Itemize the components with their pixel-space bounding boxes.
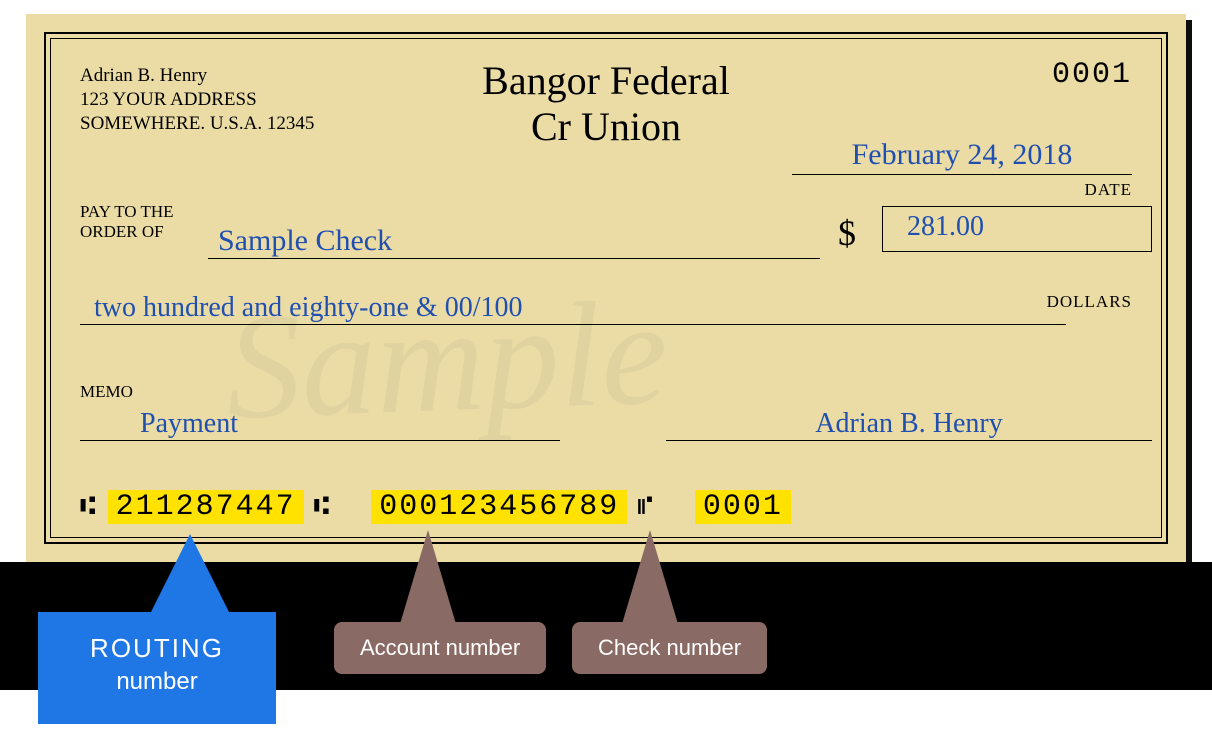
date-label: DATE <box>1085 180 1132 200</box>
micr-onus-icon: ⑈ <box>637 492 655 522</box>
micr-transit-icon: ⑆ <box>314 492 332 522</box>
account-callout: Account number <box>334 622 546 674</box>
check: Sample Adrian B. Henry 123 YOUR ADDRESS … <box>26 14 1186 562</box>
dollar-sign: $ <box>838 212 856 254</box>
pay-to-label-2: ORDER OF <box>80 222 174 242</box>
signature: Adrian B. Henry <box>666 408 1152 441</box>
micr-routing: 211287447 <box>108 490 304 524</box>
payee: Sample Check <box>208 224 820 259</box>
check-pointer-icon <box>622 530 678 624</box>
routing-callout-l1: ROUTING <box>38 632 276 666</box>
memo-label: MEMO <box>80 382 133 402</box>
check-number-top: 0001 <box>1052 58 1132 92</box>
check-callout: Check number <box>572 622 767 674</box>
amount-numeric: 281.00 <box>882 206 1152 252</box>
memo-value: Payment <box>80 408 560 441</box>
routing-callout: ROUTING number <box>38 612 276 724</box>
dollars-label: DOLLARS <box>1047 292 1132 312</box>
micr-check-no: 0001 <box>695 490 791 524</box>
date-value: February 24, 2018 <box>792 138 1132 175</box>
routing-callout-l2: number <box>38 666 276 697</box>
bank-line1: Bangor Federal <box>26 58 1186 104</box>
bank-name: Bangor Federal Cr Union <box>26 58 1186 150</box>
micr-account: 000123456789 <box>371 490 627 524</box>
amount-words: two hundred and eighty-one & 00/100 <box>80 292 1066 325</box>
micr-transit-icon: ⑆ <box>80 492 98 522</box>
routing-pointer-icon <box>150 534 230 614</box>
account-pointer-icon <box>400 530 456 624</box>
pay-to-label: PAY TO THE ORDER OF <box>80 202 174 243</box>
pay-to-label-1: PAY TO THE <box>80 202 174 222</box>
micr-row: ⑆ 211287447 ⑆ 000123456789 ⑈ 0001 <box>80 490 791 524</box>
